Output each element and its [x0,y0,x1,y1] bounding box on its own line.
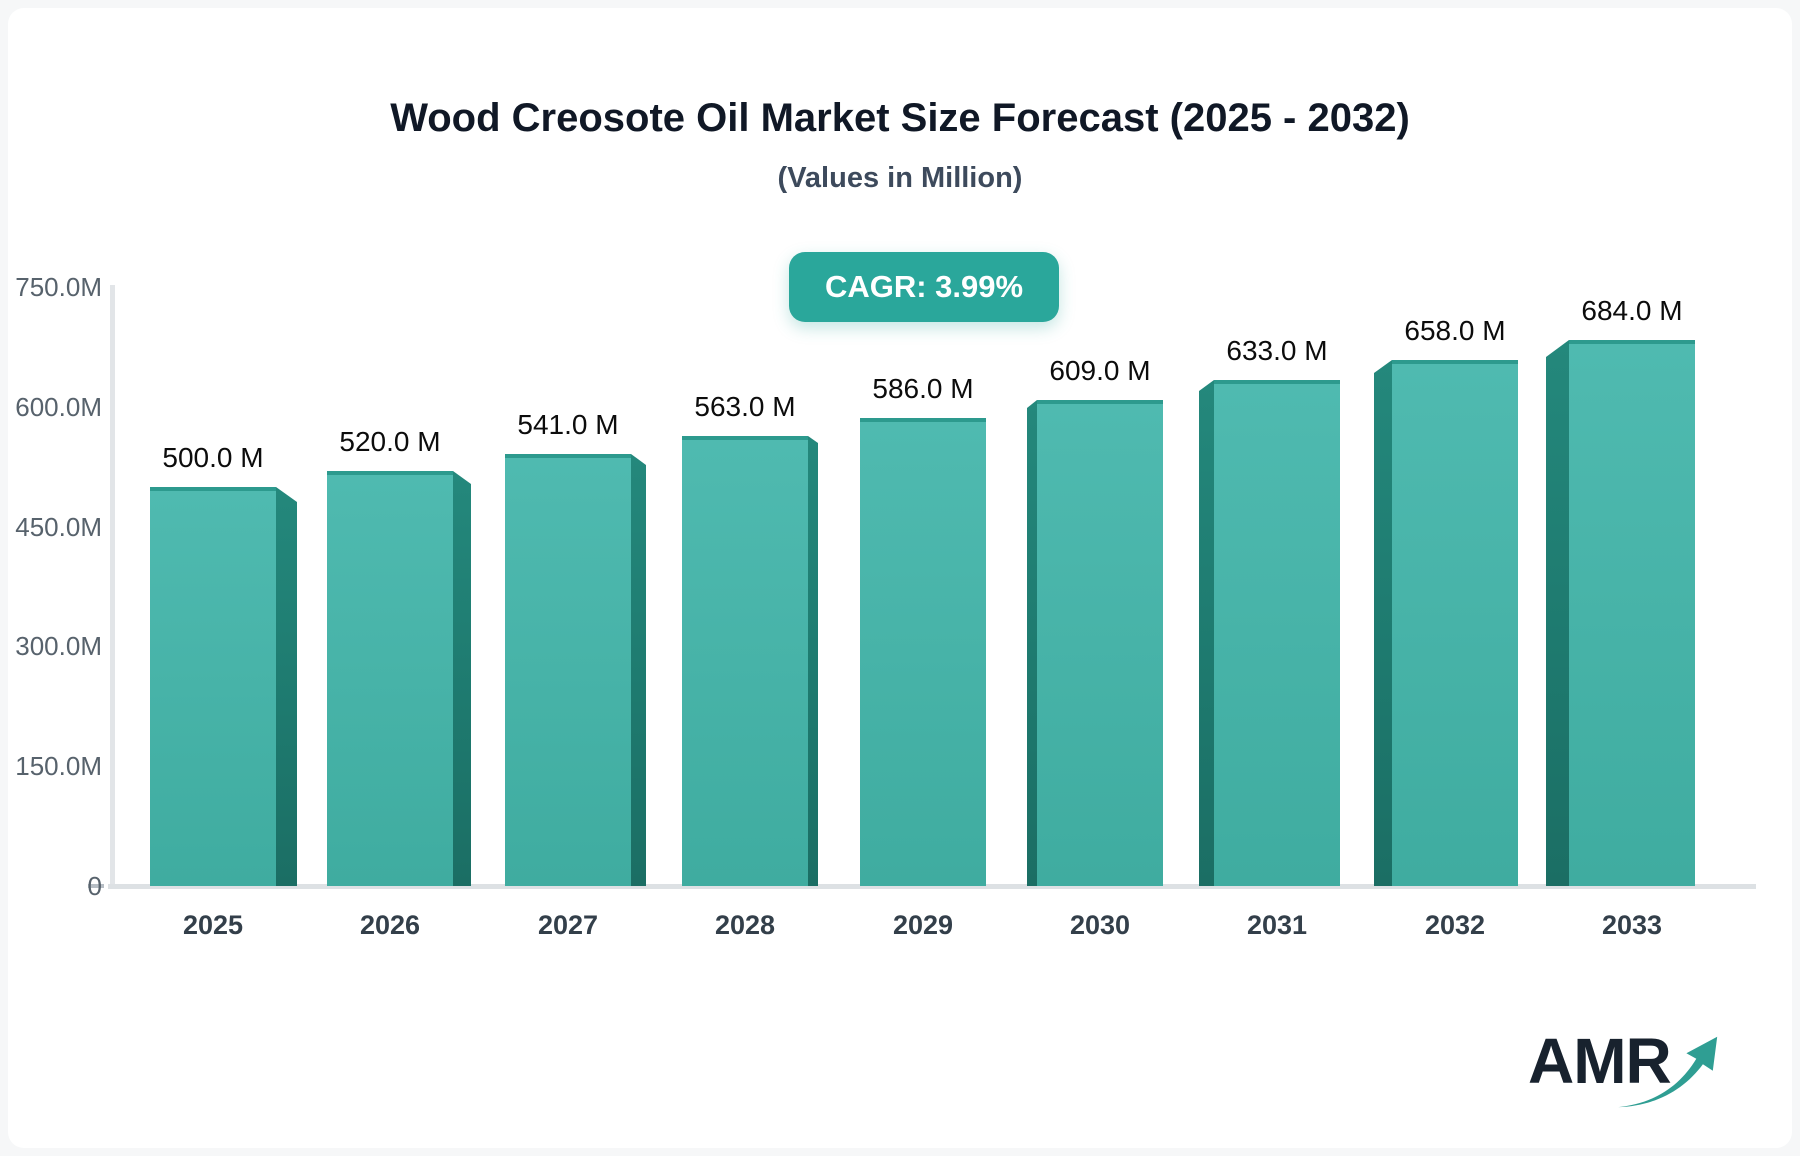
x-axis-label: 2030 [1069,910,1131,940]
x-axis-label: 2032 [1424,910,1486,940]
y-axis-label: 450.0M [15,512,102,542]
bar-value-label: 500.0 M [162,442,264,473]
bar-value-label: 609.0 M [1049,355,1151,386]
bar-side-face [1027,400,1037,886]
bar-side-face [1374,360,1392,886]
bar [1569,340,1695,886]
bar-value-label: 586.0 M [872,373,974,404]
bar-value-label: 633.0 M [1226,335,1328,366]
bar-side-face [1199,380,1214,886]
x-axis-label: 2033 [1601,910,1663,940]
y-axis-line [110,285,115,889]
x-axis-label: 2031 [1246,910,1308,940]
x-axis-label: 2028 [714,910,776,940]
amr-logo-text: AMR [1528,1025,1672,1097]
chart-title: Wood Creosote Oil Market Size Forecast (… [390,96,1410,140]
bar-side-face [276,487,297,886]
bar-value-label: 541.0 M [517,409,619,440]
y-axis-label: 300.0M [15,631,102,661]
x-axis-label: 2029 [892,910,954,940]
amr-logo-arrow-icon [1618,1036,1718,1108]
y-axis-label: 750.0M [15,272,102,302]
bar [682,436,808,886]
bar-side-face [631,454,646,886]
bar-value-label: 658.0 M [1404,315,1506,346]
cagr-badge-label: CAGR: 3.99% [824,269,1024,304]
bar [1037,400,1163,886]
x-axis-label: 2027 [537,910,599,940]
amr-logo: AMR [1528,1028,1768,1118]
bar-side-face [808,436,818,886]
x-axis-label: 2026 [359,910,421,940]
bar [860,418,986,886]
x-axis-label: 2025 [182,910,244,940]
x-axis-line [108,884,1756,889]
bar-value-label: 684.0 M [1581,295,1683,326]
bar [1392,360,1518,886]
cagr-badge: CAGR: 3.99% [789,252,1059,322]
bar-side-face [1546,340,1569,886]
bar [327,471,453,886]
y-axis-label: 0 [87,871,102,901]
bar-side-face [453,471,471,886]
y-axis-label: 150.0M [15,751,102,781]
bar-value-label: 520.0 M [339,426,441,457]
zero-tick-mark [88,884,104,888]
bar [505,454,631,886]
bar-value-label: 563.0 M [694,391,796,422]
chart-subtitle: (Values in Million) [777,162,1023,194]
bar [150,487,276,886]
y-axis-label: 600.0M [15,392,102,422]
bar [1214,380,1340,886]
